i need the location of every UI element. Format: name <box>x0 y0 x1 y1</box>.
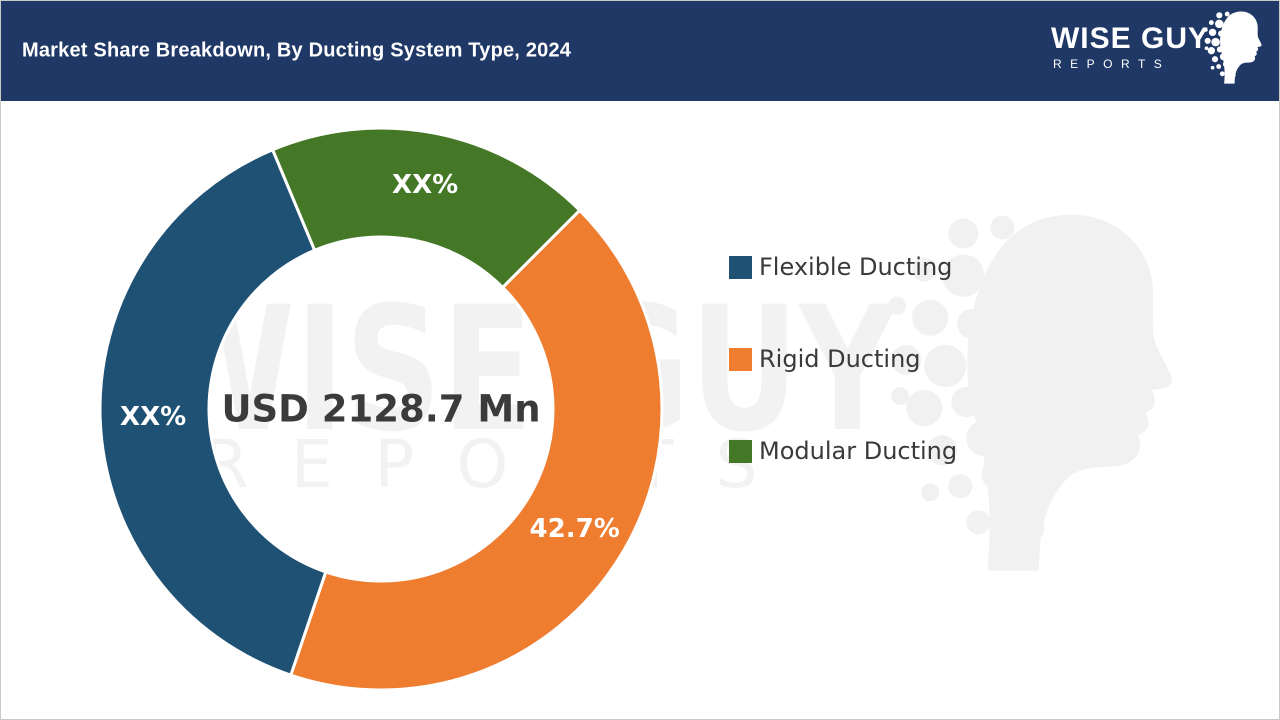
segment-label-modular-ducting: XX% <box>392 170 459 201</box>
logo-reports-label: REPORTS <box>1052 57 1171 71</box>
wiseguy-logo: WISE GUY REPORTS <box>1051 10 1265 84</box>
legend-swatch <box>729 439 752 463</box>
pie-segment-modular-ducting <box>271 126 582 289</box>
legend-item-flexible-ducting: Flexible Ducting <box>729 253 957 281</box>
pie-segment-rigid-ducting <box>289 208 664 692</box>
page-title: Market Share Breakdown, By Ducting Syste… <box>22 39 572 62</box>
legend-label: Modular Ducting <box>759 437 958 465</box>
wiseguy-logo-text: WISE GUY REPORTS <box>1050 22 1209 71</box>
legend: Flexible Ducting Rigid Ducting Modular D… <box>729 253 957 529</box>
legend-swatch <box>729 255 752 279</box>
segment-label-flexible-ducting: XX% <box>120 401 187 432</box>
segment-label-rigid-ducting: 42.7% <box>529 514 620 545</box>
legend-item-modular-ducting: Modular Ducting <box>729 437 957 465</box>
pie-segment-flexible-ducting <box>98 148 328 677</box>
legend-label: Rigid Ducting <box>759 345 921 373</box>
header-bar: Market Share Breakdown, By Ducting Syste… <box>1 1 1279 101</box>
wiseguy-face-icon <box>1201 10 1265 84</box>
logo-wiseguy-label: WISE GUY <box>1050 22 1209 55</box>
legend-swatch <box>729 347 752 371</box>
legend-label: Flexible Ducting <box>759 253 953 281</box>
donut-center-value: USD 2128.7 Mn <box>221 387 541 431</box>
legend-item-rigid-ducting: Rigid Ducting <box>729 345 957 373</box>
